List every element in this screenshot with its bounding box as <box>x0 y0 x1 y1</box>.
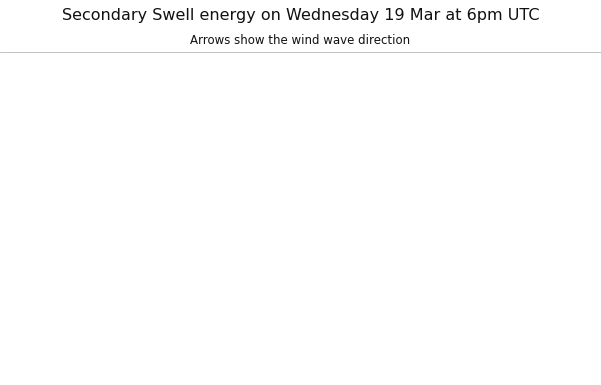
Text: cartopy required: cartopy required <box>243 211 358 226</box>
Text: Arrows show the wind wave direction: Arrows show the wind wave direction <box>191 34 410 47</box>
Text: Secondary Swell energy on Wednesday 19 Mar at 6pm UTC: Secondary Swell energy on Wednesday 19 M… <box>62 8 539 23</box>
